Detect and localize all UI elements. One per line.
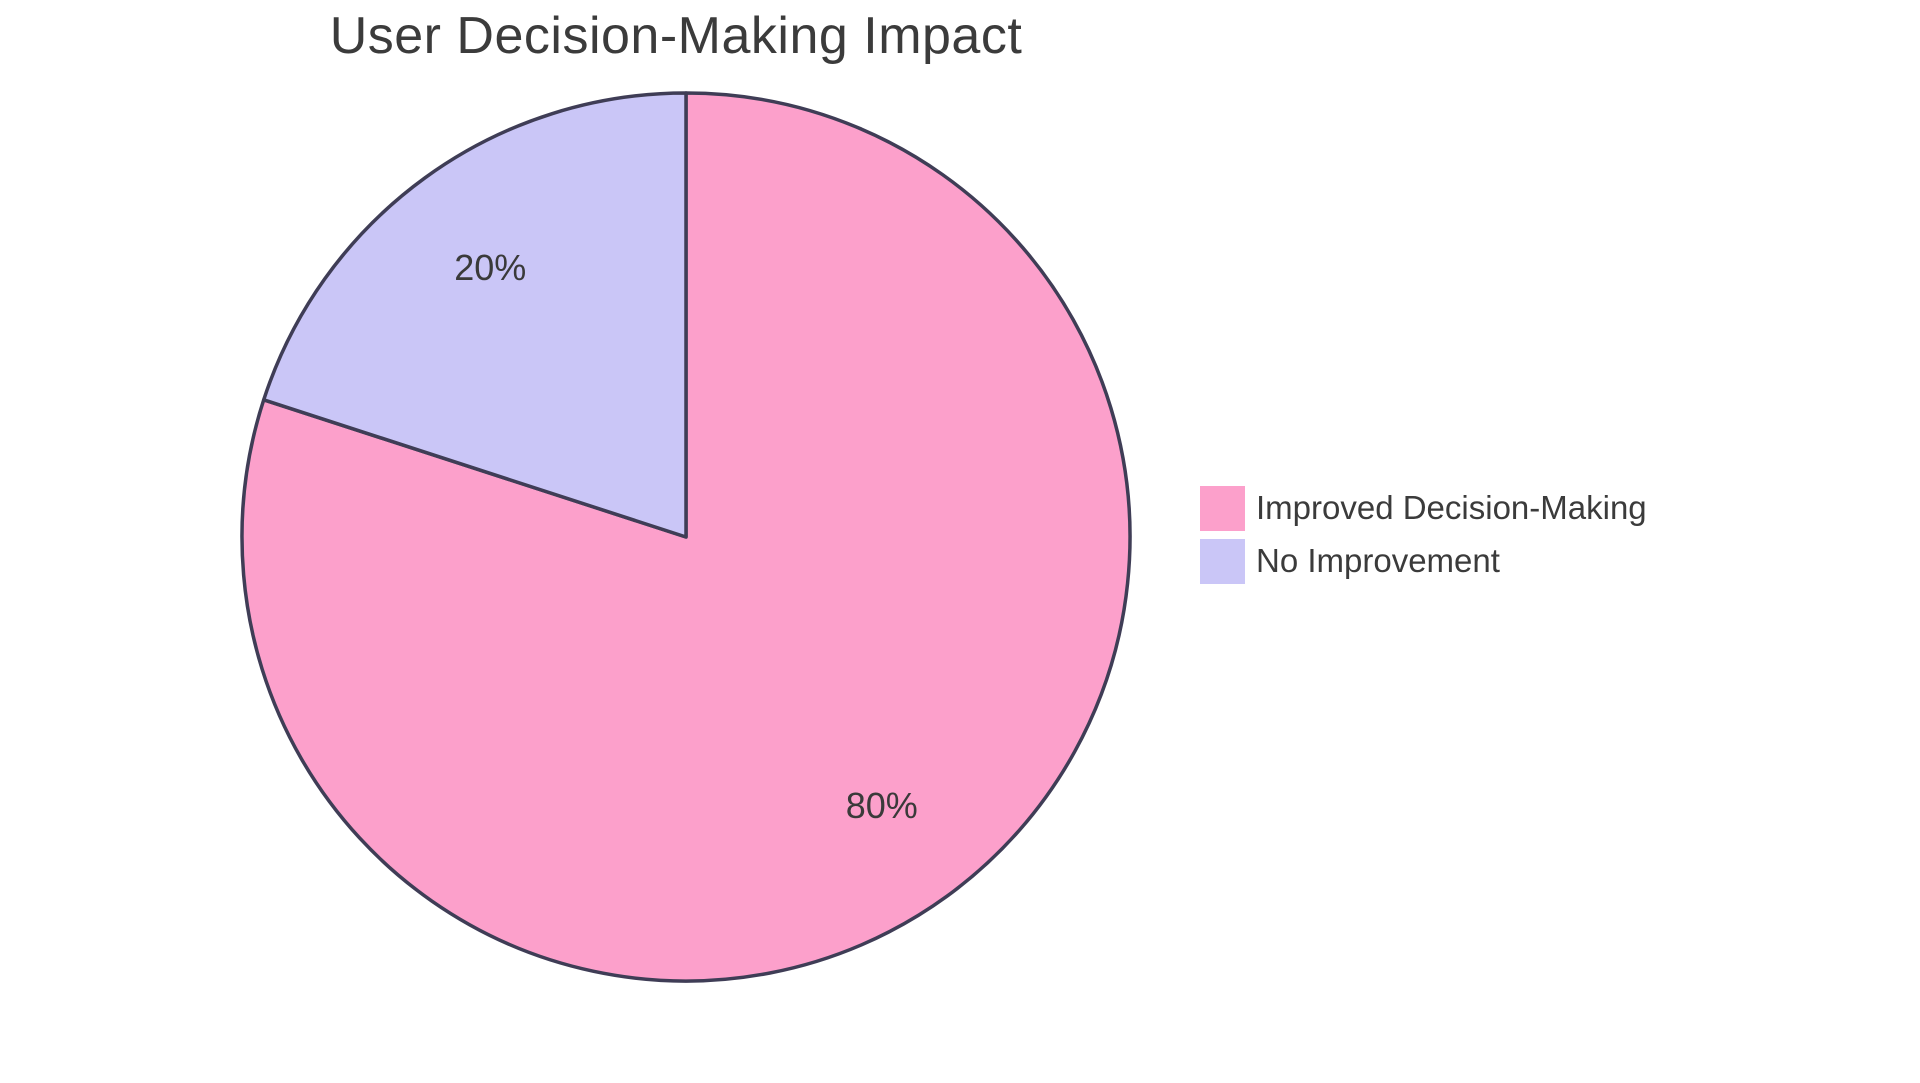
chart-title: User Decision-Making Impact [329,7,1023,65]
legend-item-no-improvement: No Improvement [1200,538,1647,584]
pie-chart [240,91,1132,983]
legend-swatch-improved-decision-making [1200,485,1245,531]
legend-item-improved-decision-making: Improved Decision-Making [1200,485,1647,531]
legend: Improved Decision-Making No Improvement [1200,485,1647,591]
legend-swatch-no-improvement [1200,538,1245,584]
pie-slice-no-improvement [261,91,688,539]
legend-label-improved-decision-making: Improved Decision-Making [1256,489,1647,526]
legend-label-no-improvement: No Improvement [1256,542,1500,579]
slice-label-no-improvement: 20% [454,246,527,288]
slice-label-improved-decision-making: 80% [845,785,918,827]
